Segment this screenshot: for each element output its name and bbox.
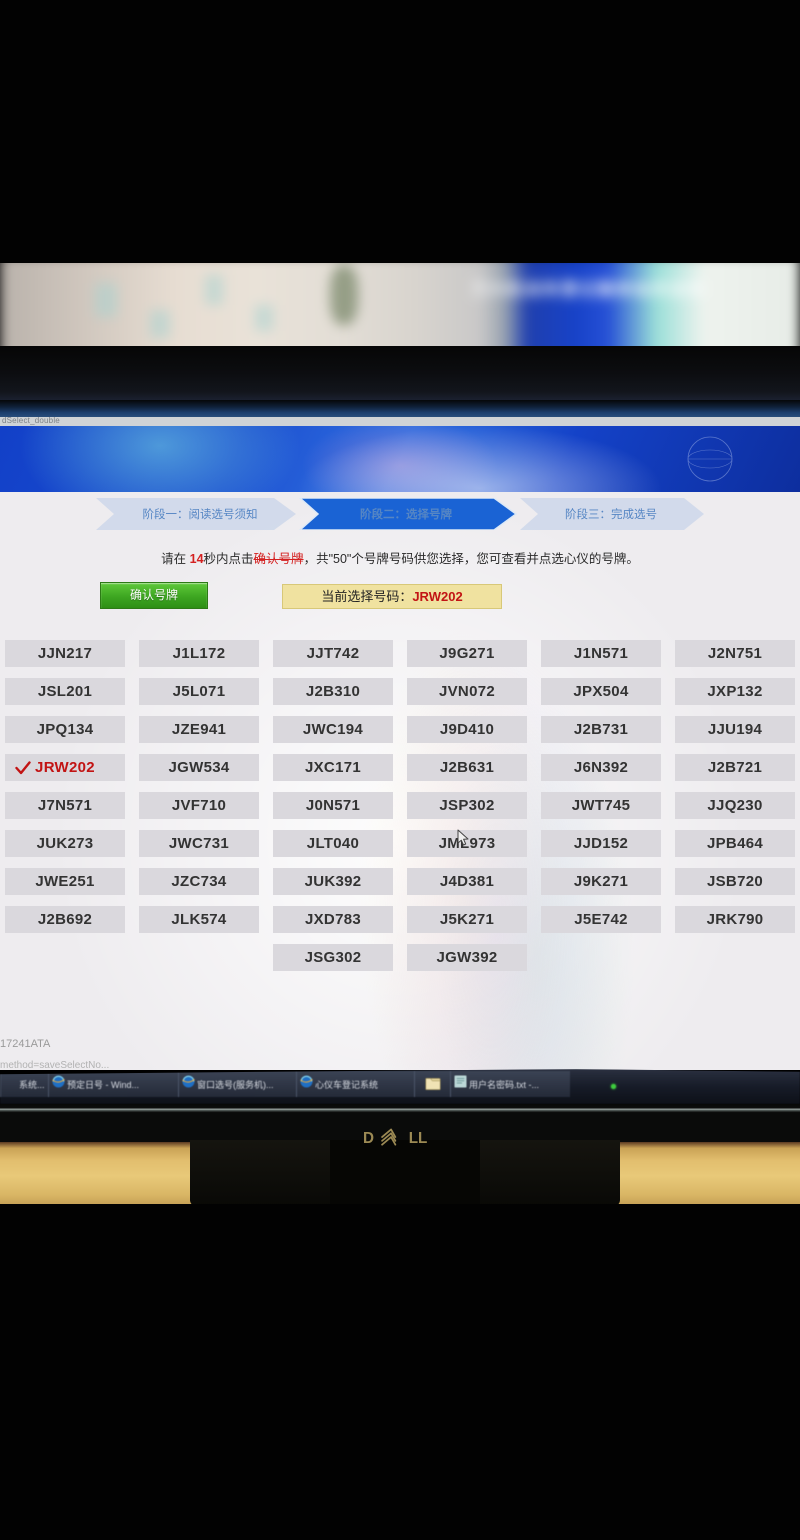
svg-text:D: D: [363, 1130, 374, 1147]
svg-text:LL: LL: [409, 1130, 428, 1147]
